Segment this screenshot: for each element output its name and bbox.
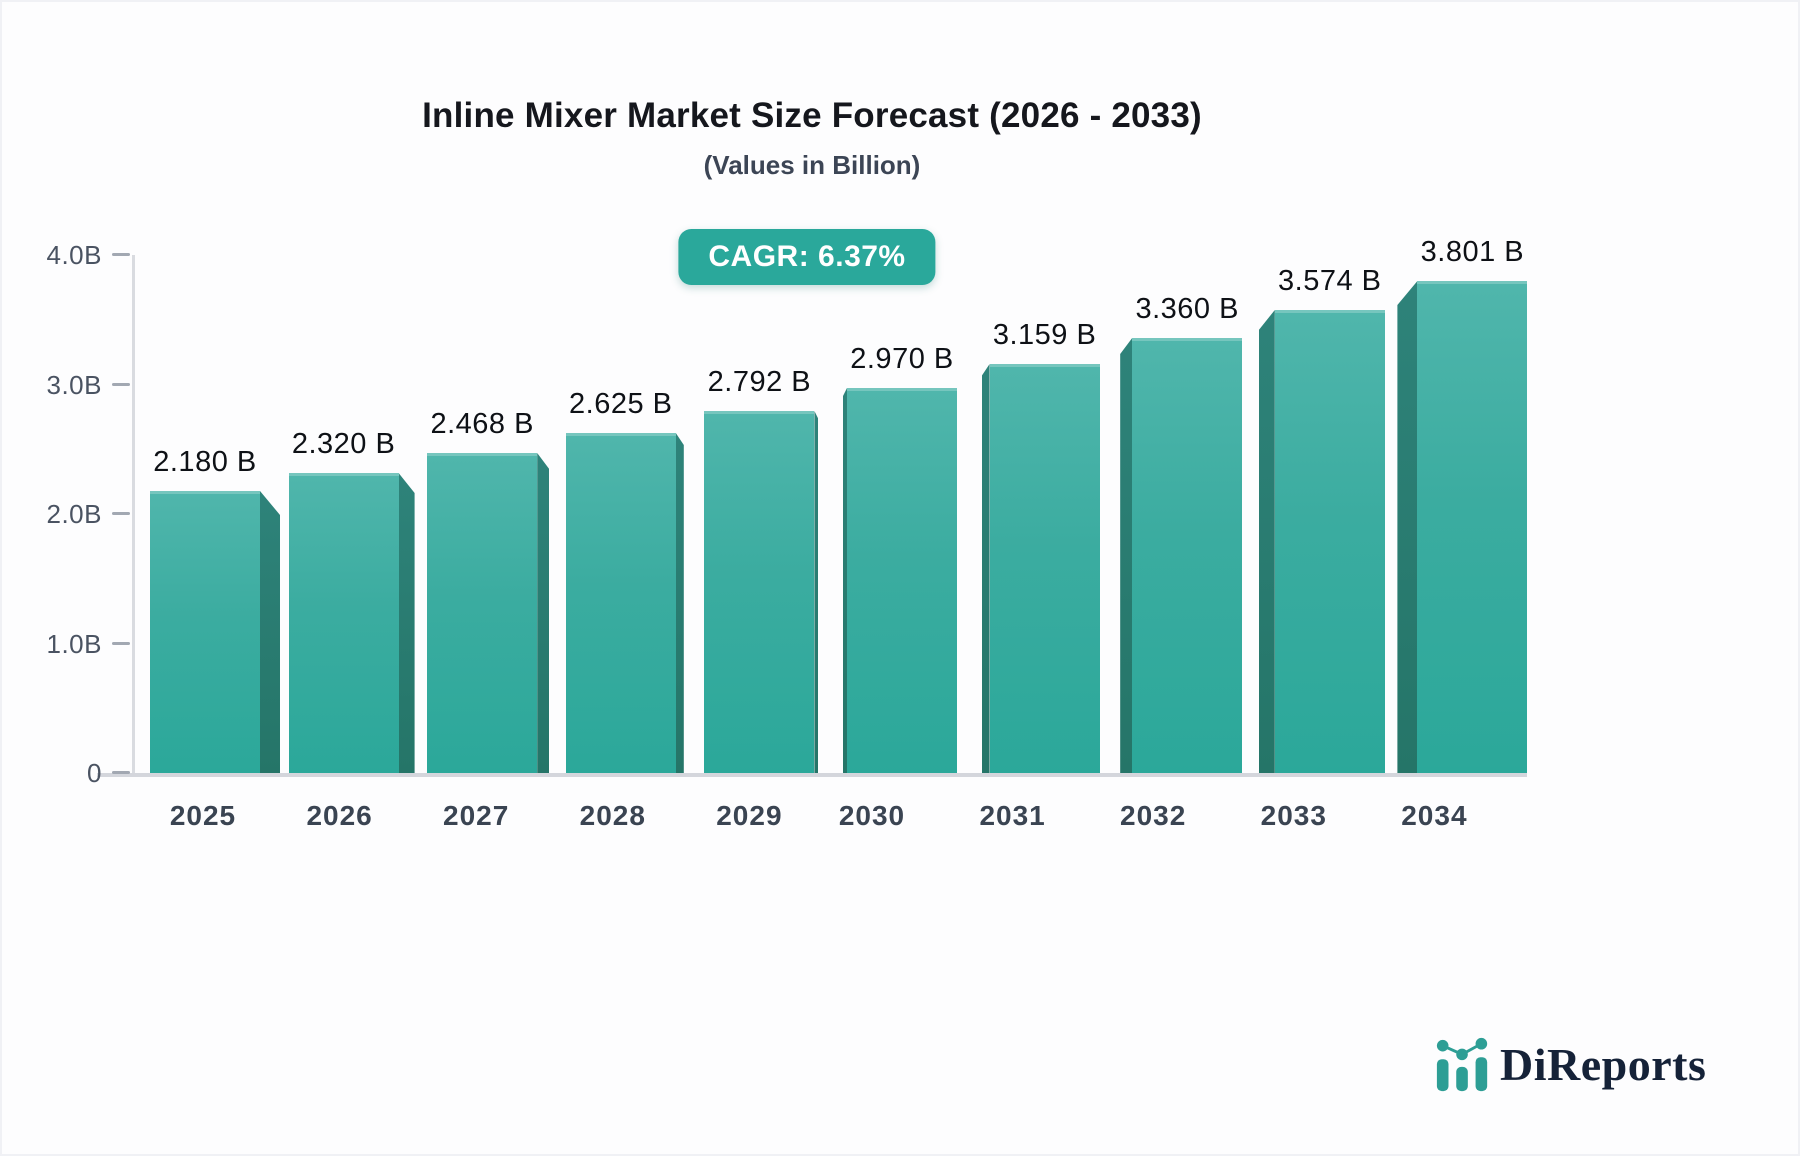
cagr-badge: CAGR: 6.37% <box>678 229 936 285</box>
bar-side-shadow <box>398 473 415 773</box>
y-tick-label: 1.0B <box>46 628 102 659</box>
bar-side-shadow <box>260 491 280 773</box>
x-label-2027: 2027 <box>443 800 510 831</box>
bar-side-shadow <box>843 388 847 773</box>
bar-2027: 2.468 B <box>427 408 550 773</box>
bar-value-label: 3.801 B <box>1420 236 1525 268</box>
bar-face <box>427 453 538 773</box>
bar-2030: 2.970 B <box>843 343 957 773</box>
bar-face <box>150 491 260 773</box>
y-tick-0: 0 <box>22 758 132 788</box>
bar-face <box>288 473 399 773</box>
bar-face <box>989 364 1100 773</box>
y-axis-line <box>132 255 135 776</box>
bar-value-label: 3.360 B <box>1135 293 1239 325</box>
chart-title: Inline Mixer Market Size Forecast (2026 … <box>422 96 1202 135</box>
bar-side-shadow <box>1120 338 1133 773</box>
bar-face <box>1274 310 1385 773</box>
bar-side-shadow <box>981 364 990 773</box>
bar-value-label: 3.574 B <box>1278 265 1382 297</box>
chart-subtitle: (Values in Billion) <box>703 150 921 180</box>
bar-face <box>1132 338 1243 773</box>
bar-line-chart-icon <box>1436 1037 1488 1092</box>
bar-side-shadow <box>1258 310 1275 773</box>
y-tick-dash <box>112 641 130 645</box>
y-tick-dash <box>112 771 130 774</box>
bar-side-shadow <box>675 433 684 773</box>
brand-logo: DiReports <box>1434 1036 1706 1094</box>
y-tick-2.0B: 2.0B <box>22 499 132 529</box>
bar-side-shadow <box>1397 281 1418 773</box>
y-tick-dash <box>112 382 130 386</box>
y-tick-4.0B: 4.0B <box>22 240 132 270</box>
bar-face <box>704 411 815 773</box>
x-label-2032: 2032 <box>1120 800 1187 831</box>
bar-2032: 3.360 B <box>1120 293 1243 773</box>
bar-value-label: 3.159 B <box>992 319 1097 351</box>
bar-face <box>565 433 676 773</box>
y-tick-label: 2.0B <box>46 499 102 529</box>
x-axis-baseline <box>97 773 1527 777</box>
x-label-2030: 2030 <box>838 800 906 831</box>
bar-2029: 2.792 B <box>704 366 819 773</box>
bar-2034: 3.801 B <box>1397 236 1528 773</box>
x-label-2028: 2028 <box>579 800 646 831</box>
bar-2031: 3.159 B <box>981 319 1100 773</box>
brand-name: DiReports <box>1500 1039 1707 1090</box>
bar-value-label: 2.468 B <box>430 408 534 440</box>
x-label-2033: 2033 <box>1260 800 1327 831</box>
bar-face <box>847 388 957 773</box>
y-tick-label: 0 <box>87 758 102 788</box>
y-tick-dash <box>112 253 130 256</box>
bar-2026: 2.320 B <box>288 428 415 773</box>
bar-value-label: 2.970 B <box>850 343 954 375</box>
bar-side-shadow <box>814 411 819 773</box>
y-tick-3.0B: 3.0B <box>22 370 132 400</box>
bar-2028: 2.625 B <box>565 388 684 773</box>
bar-value-label: 2.320 B <box>291 428 396 460</box>
bar-value-label: 2.792 B <box>707 366 812 398</box>
y-tick-dash <box>112 512 130 515</box>
bar-face <box>1417 281 1528 773</box>
bar-value-label: 2.625 B <box>569 388 673 420</box>
bar-value-label: 2.180 B <box>153 446 257 478</box>
bar-side-shadow <box>537 453 550 773</box>
bar-2033: 3.574 B <box>1258 265 1385 773</box>
x-label-2026: 2026 <box>306 800 373 831</box>
x-label-2034: 2034 <box>1401 800 1468 831</box>
bar-2025: 2.180 B <box>150 446 280 773</box>
x-label-2031: 2031 <box>979 800 1046 831</box>
cagr-label: CAGR: 6.37% <box>708 240 906 273</box>
y-tick-label: 3.0B <box>46 369 102 400</box>
y-tick-1.0B: 1.0B <box>22 629 132 659</box>
x-label-2029: 2029 <box>716 800 783 831</box>
x-label-2025: 2025 <box>169 800 237 831</box>
y-tick-label: 4.0B <box>46 240 102 270</box>
plot-area: 0 1.0B 2.0B 3.0B 4.0B 2.180 B 2.320 B 2.468 B 2… <box>2 236 1798 831</box>
